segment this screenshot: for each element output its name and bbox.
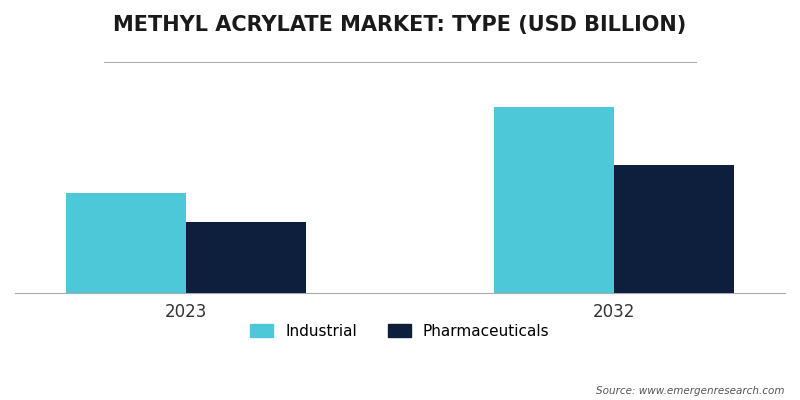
Bar	[614, 164, 734, 293]
Bar	[66, 193, 186, 293]
Bar	[186, 222, 306, 293]
Title: METHYL ACRYLATE MARKET: TYPE (USD BILLION): METHYL ACRYLATE MARKET: TYPE (USD BILLIO…	[114, 15, 686, 35]
Bar	[494, 108, 614, 293]
Legend: Industrial, Pharmaceuticals: Industrial, Pharmaceuticals	[250, 324, 550, 338]
Text: Source: www.emergenresearch.com: Source: www.emergenresearch.com	[595, 386, 784, 396]
